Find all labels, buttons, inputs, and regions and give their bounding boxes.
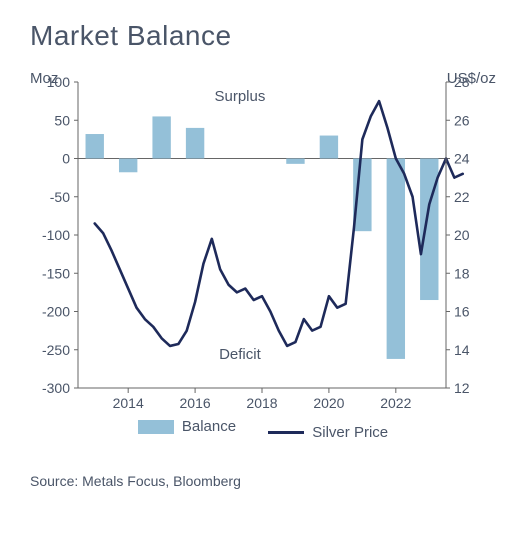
price-line xyxy=(95,101,463,346)
bar xyxy=(186,128,204,159)
svg-text:-200: -200 xyxy=(42,304,70,320)
svg-text:-100: -100 xyxy=(42,227,70,243)
bar xyxy=(152,116,170,158)
bar xyxy=(86,134,104,158)
legend-swatch-bar xyxy=(138,420,174,434)
chart-container: Market Balance Moz US$/oz -300-250-200-1… xyxy=(0,0,516,560)
svg-text:2022: 2022 xyxy=(380,395,411,411)
svg-text:-250: -250 xyxy=(42,342,70,358)
svg-text:18: 18 xyxy=(454,265,470,281)
annotation-deficit: Deficit xyxy=(219,346,262,363)
legend-label-price: Silver Price xyxy=(312,424,388,441)
svg-text:100: 100 xyxy=(47,74,71,90)
legend-label-balance: Balance xyxy=(182,418,236,435)
legend-item-price: Silver Price xyxy=(268,424,388,441)
svg-text:12: 12 xyxy=(454,380,470,396)
bar xyxy=(320,136,338,159)
svg-text:24: 24 xyxy=(454,151,470,167)
svg-text:20: 20 xyxy=(454,227,470,243)
svg-text:50: 50 xyxy=(54,112,70,128)
svg-text:28: 28 xyxy=(454,74,470,90)
source-text: Source: Metals Focus, Bloomberg xyxy=(30,473,496,489)
svg-text:16: 16 xyxy=(454,304,470,320)
legend: Balance Silver Price xyxy=(30,418,496,441)
svg-text:-50: -50 xyxy=(50,189,70,205)
bar xyxy=(387,159,405,359)
legend-swatch-line xyxy=(268,431,304,434)
chart-title: Market Balance xyxy=(30,20,496,52)
chart-wrap: Moz US$/oz -300-250-200-150-100-50050100… xyxy=(30,74,496,441)
svg-text:2018: 2018 xyxy=(246,395,277,411)
svg-text:26: 26 xyxy=(454,112,470,128)
svg-text:2016: 2016 xyxy=(180,395,211,411)
svg-text:14: 14 xyxy=(454,342,470,358)
chart-svg: -300-250-200-150-100-5005010012141618202… xyxy=(30,74,490,414)
svg-text:2014: 2014 xyxy=(113,395,144,411)
svg-text:-300: -300 xyxy=(42,380,70,396)
svg-text:0: 0 xyxy=(62,151,70,167)
svg-text:22: 22 xyxy=(454,189,470,205)
annotation-surplus: Surplus xyxy=(214,88,265,105)
svg-text:-150: -150 xyxy=(42,265,70,281)
bar xyxy=(286,159,304,164)
bar xyxy=(119,159,137,173)
legend-item-balance: Balance xyxy=(138,418,236,435)
svg-text:2020: 2020 xyxy=(313,395,344,411)
plot-area: -300-250-200-150-100-5005010012141618202… xyxy=(30,74,496,414)
